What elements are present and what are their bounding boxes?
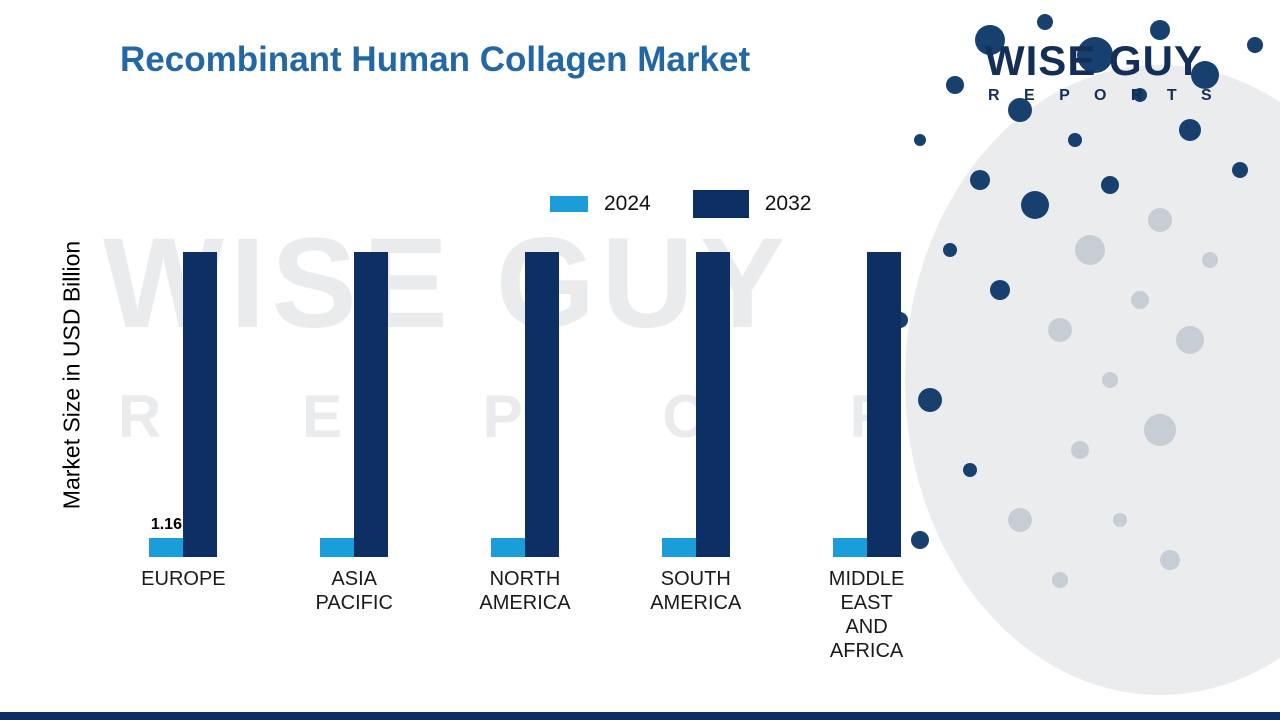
category-label: SOUTH AMERICA (650, 568, 742, 614)
bar-2024-europe (149, 538, 184, 557)
bottom-accent-strip (0, 712, 1280, 720)
bar-group: ASIA PACIFIC (269, 252, 440, 712)
legend-swatch-2024 (550, 196, 588, 212)
bar-2032-north-america (524, 252, 559, 557)
bar-group: MIDDLE EAST AND AFRICA (781, 252, 952, 712)
logo-wordmark: WISE GUY R E P O R T S (985, 40, 1222, 104)
bar-2024-asia-pacific (320, 538, 355, 557)
chart-legend: 2024 2032 (550, 184, 811, 224)
bar-group: SOUTH AMERICA (610, 252, 781, 712)
y-axis-label: Market Size in USD Billion (58, 240, 85, 510)
page-title: Recombinant Human Collagen Market (120, 40, 751, 79)
category-label: EUROPE (141, 568, 226, 590)
bar-chart: 1.16 EUROPE ASIA PACIFIC NORTH AMERICA SOUTH AM… (98, 252, 952, 712)
legend-swatch-2032 (692, 190, 749, 218)
bar-2024-middle-east-and-africa (832, 538, 867, 557)
bar-group: NORTH AMERICA (440, 252, 611, 712)
bar-2032-south-america (695, 252, 730, 557)
bar-2032-asia-pacific (354, 252, 389, 557)
logo-face-watermark (892, 14, 1280, 695)
logo-wordmark-line2: R E P O R T S (988, 87, 1222, 104)
logo-wordmark-line1: WISE GUY (985, 37, 1204, 84)
bar-2032-middle-east-and-africa (866, 252, 901, 557)
category-label: MIDDLE EAST AND AFRICA (828, 568, 905, 662)
category-label: NORTH AMERICA (479, 568, 571, 614)
bar-2024-south-america (661, 538, 696, 557)
legend-label-2032: 2032 (764, 192, 812, 215)
bar-group: 1.16 EUROPE (98, 252, 269, 712)
legend-label-2024: 2024 (604, 192, 651, 215)
bar-value-label: 1.16 (150, 516, 182, 533)
bar-2024-north-america (490, 538, 525, 557)
category-label: ASIA PACIFIC (315, 568, 393, 614)
bar-2032-europe (183, 252, 218, 557)
